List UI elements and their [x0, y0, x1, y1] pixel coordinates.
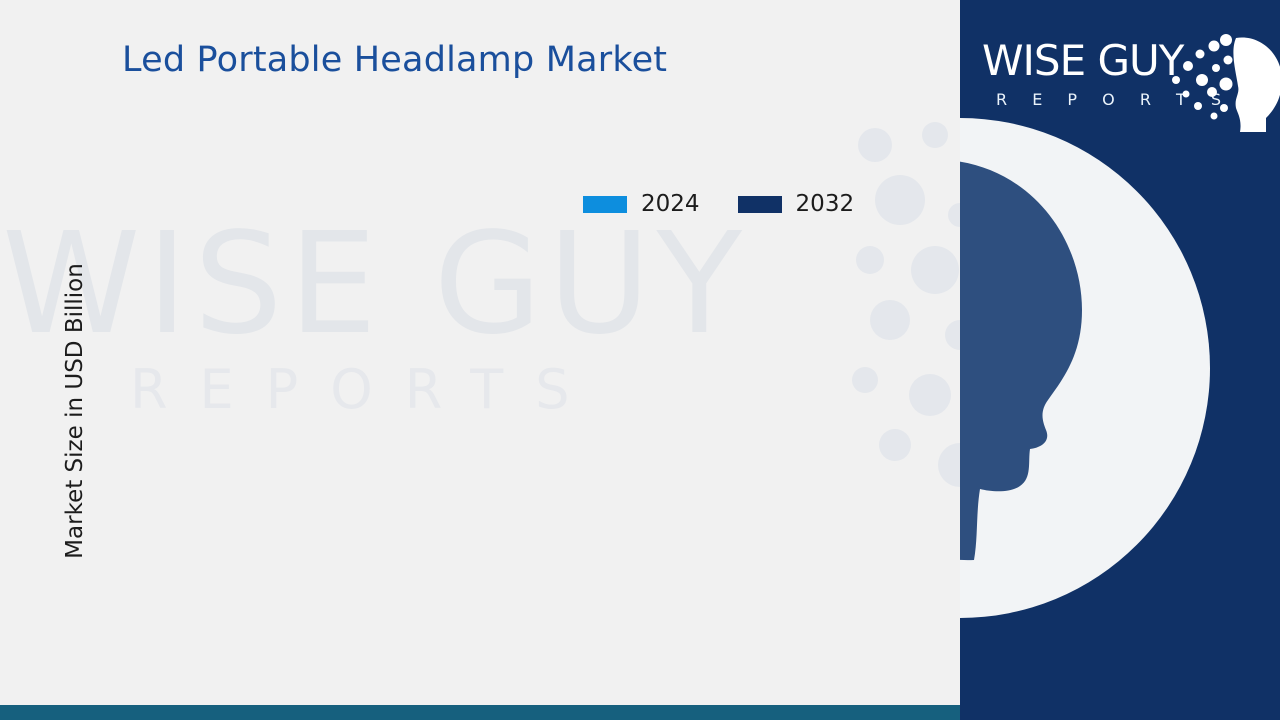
chart-panel: WISE GUY REPORTS Led Portable Headlamp M… — [0, 0, 960, 640]
head-profile-dots-icon — [1172, 34, 1280, 132]
legend-label-2032: 2032 — [795, 191, 855, 217]
brand-logo-sub-text: R E P O R T S — [996, 90, 1232, 109]
brand-logo: WISE GUY R E P O R T S — [982, 28, 1280, 132]
bottom-accent-strip — [0, 705, 960, 720]
legend-item-2024[interactable]: 2024 — [583, 193, 700, 216]
brand-logo-main-text: WISE GUY — [982, 36, 1184, 85]
legend-label-2024: 2024 — [641, 191, 700, 217]
chart-legend: 2024 2032 — [583, 193, 854, 216]
legend-swatch-2032 — [737, 196, 782, 213]
brand-panel: WISE GUY R E P O R T S — [960, 0, 1280, 720]
legend-item-2032[interactable]: 2032 — [737, 191, 855, 217]
legend-swatch-2024 — [583, 196, 627, 213]
page-title: Led Portable Headlamp Market — [122, 40, 668, 80]
brand-head-graphic — [960, 118, 1210, 618]
plot-area — [0, 0, 960, 640]
